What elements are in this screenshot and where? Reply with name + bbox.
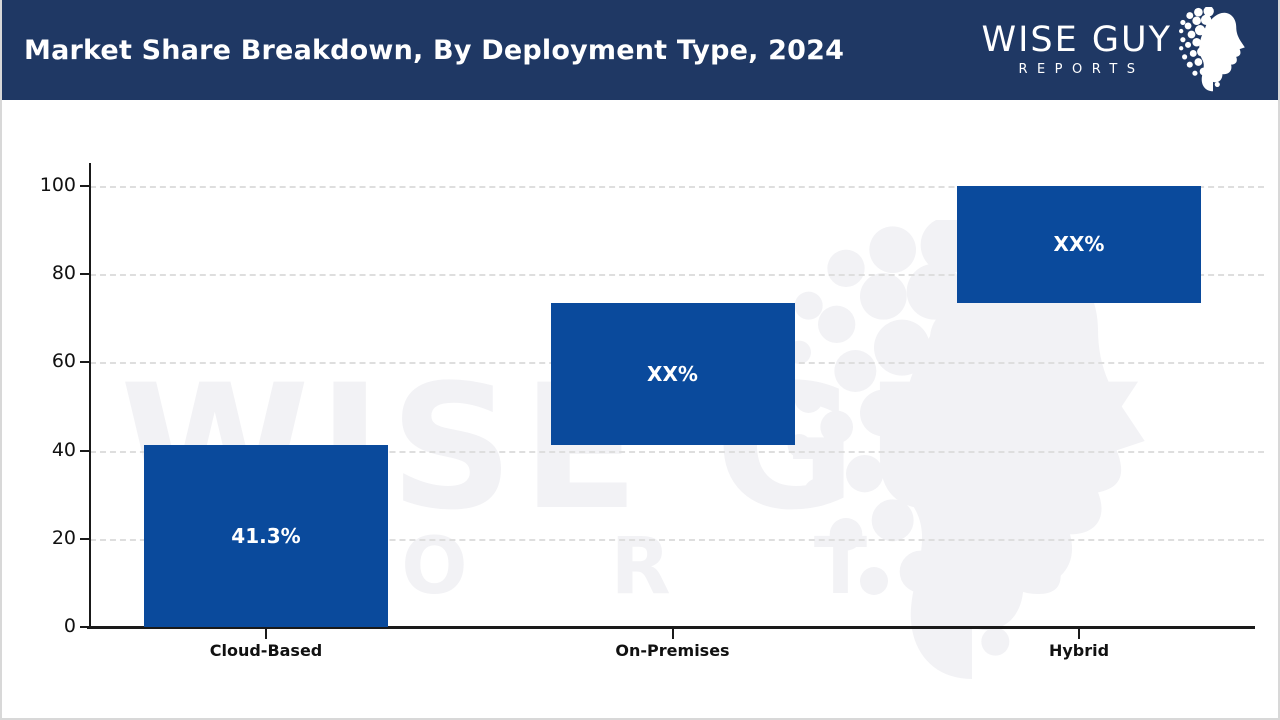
x-tick-mark-1 xyxy=(671,629,674,639)
logo-wordmark: WISE GUY xyxy=(981,20,1172,60)
y-tick-mark-60 xyxy=(80,361,90,364)
x-axis-line xyxy=(87,626,1255,629)
gridline-20 xyxy=(90,538,1264,541)
y-tick-label-20: 20 xyxy=(51,526,76,549)
bar-cloud-based: 41.3% xyxy=(144,444,388,627)
gridline-40 xyxy=(90,450,1264,453)
page-title: Market Share Breakdown, By Deployment Ty… xyxy=(24,34,845,66)
y-tick-label-80: 80 xyxy=(51,262,76,285)
y-tick-mark-0 xyxy=(80,626,90,628)
x-category-label: On-Premises xyxy=(615,641,730,660)
x-category-label: Cloud-Based xyxy=(209,641,323,660)
x-tick-mark-2 xyxy=(1078,629,1080,639)
y-tick-label-0: 0 xyxy=(63,615,76,637)
header-bar: Market Share Breakdown, By Deployment Ty… xyxy=(2,0,1278,100)
bar-on-premises: XX% xyxy=(550,302,795,445)
bar-value-label: 41.3% xyxy=(231,523,301,548)
gridline-100 xyxy=(90,186,1264,188)
y-axis-line xyxy=(89,163,91,628)
y-tick-mark-100 xyxy=(80,185,90,187)
logo-subtitle: REPORTS xyxy=(1018,62,1145,77)
logo-text: WISE GUY REPORTS xyxy=(981,20,1172,78)
y-tick-mark-20 xyxy=(80,537,90,540)
bar-value-label: XX% xyxy=(1053,232,1105,257)
wiseguy-logo: WISE GUY REPORTS xyxy=(981,7,1252,93)
x-category-label: Hybrid xyxy=(1048,641,1110,660)
x-tick-mark-0 xyxy=(265,629,267,639)
y-tick-label-100: 100 xyxy=(39,174,76,196)
y-tick-label-40: 40 xyxy=(51,438,76,461)
market-share-chart: WISE GUY R O R T S 0 20 40 60 80 100 41.3% XX%… xyxy=(2,100,1278,718)
y-tick-mark-40 xyxy=(80,449,90,452)
bar-value-label: XX% xyxy=(647,361,698,386)
logo-head-icon xyxy=(1179,7,1245,92)
gridline-80 xyxy=(90,274,1264,277)
y-tick-mark-80 xyxy=(80,273,90,276)
y-tick-label-60: 60 xyxy=(51,350,76,373)
bar-hybrid: XX% xyxy=(957,186,1201,303)
